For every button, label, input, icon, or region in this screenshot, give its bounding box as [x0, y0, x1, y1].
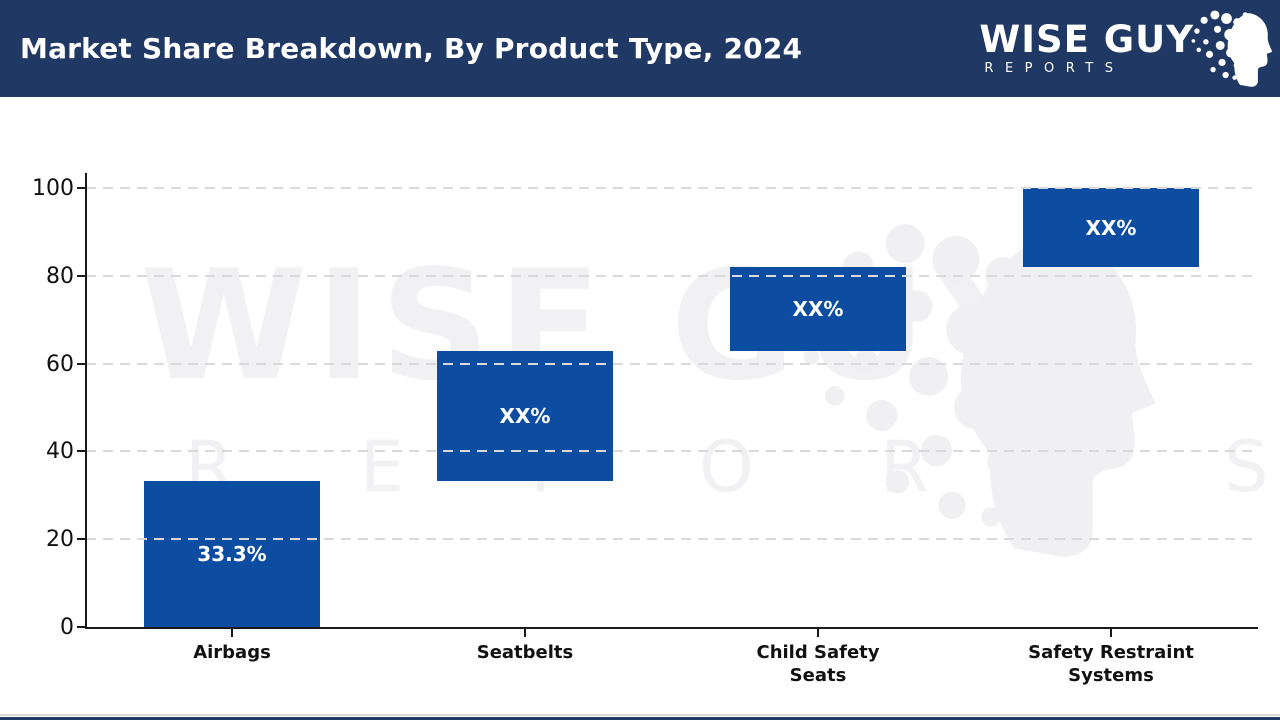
y-tick-label-20: 20 — [46, 527, 74, 553]
dotted-face-profile-icon — [1191, 9, 1273, 87]
bar-value-label-seatbelts: XX% — [499, 403, 551, 428]
x-axis-line — [85, 627, 1258, 629]
y-axis-line — [85, 173, 87, 629]
gridline-20 — [86, 538, 1258, 541]
bottom-divider — [0, 714, 1280, 716]
y-tick-label-80: 80 — [46, 263, 74, 289]
logo-wordmark: WISE GUY REPORTS — [979, 21, 1194, 76]
y-tick-mark-0 — [77, 626, 85, 628]
x-tick-label-seatbelts: Seatbelts — [476, 642, 574, 663]
x-tick-mark-airbags — [231, 629, 233, 637]
gridline-80 — [86, 274, 1258, 277]
logo-wordmark-main: WISE GUY — [979, 18, 1194, 61]
wiseguy-logo: WISE GUY REPORTS — [979, 7, 1274, 91]
bar-value-label-safety-restraint-systems: XX% — [1085, 215, 1137, 240]
logo-wordmark-sub: REPORTS — [984, 61, 1125, 76]
bar-child-safety-seats: XX% — [730, 267, 906, 351]
y-tick-mark-80 — [77, 274, 85, 277]
x-tick-mark-seatbelts — [524, 629, 526, 637]
y-tick-label-40: 40 — [46, 439, 74, 465]
bar-safety-restraint-systems: XX% — [1023, 188, 1199, 268]
chart-title: Market Share Breakdown, By Product Type,… — [20, 32, 803, 65]
y-tick-label-60: 60 — [46, 351, 74, 377]
footer-bar — [0, 717, 1280, 720]
x-tick-mark-safety-restraint-systems — [1110, 629, 1112, 637]
y-tick-mark-60 — [77, 362, 85, 365]
header-bar: Market Share Breakdown, By Product Type,… — [0, 0, 1280, 97]
gridline-100 — [86, 187, 1258, 189]
y-tick-mark-20 — [77, 538, 85, 541]
y-tick-mark-100 — [77, 187, 85, 189]
gridline-60 — [86, 362, 1258, 365]
bar-seatbelts: XX% — [437, 350, 613, 481]
x-tick-label-child-safety-seats: Child Safety Seats — [756, 642, 880, 687]
gridline-40 — [86, 450, 1258, 453]
x-tick-mark-child-safety-seats — [817, 629, 819, 637]
x-tick-label-airbags: Airbags — [193, 642, 271, 663]
bar-value-label-airbags: 33.3% — [197, 541, 267, 566]
bar-airbags: 33.3% — [144, 480, 320, 627]
y-tick-label-100: 100 — [32, 176, 74, 201]
y-tick-label-0: 0 — [60, 615, 74, 640]
bar-value-label-child-safety-seats: XX% — [792, 297, 844, 322]
x-tick-label-safety-restraint-systems: Safety Restraint Systems — [1028, 642, 1194, 687]
y-tick-mark-40 — [77, 450, 85, 453]
